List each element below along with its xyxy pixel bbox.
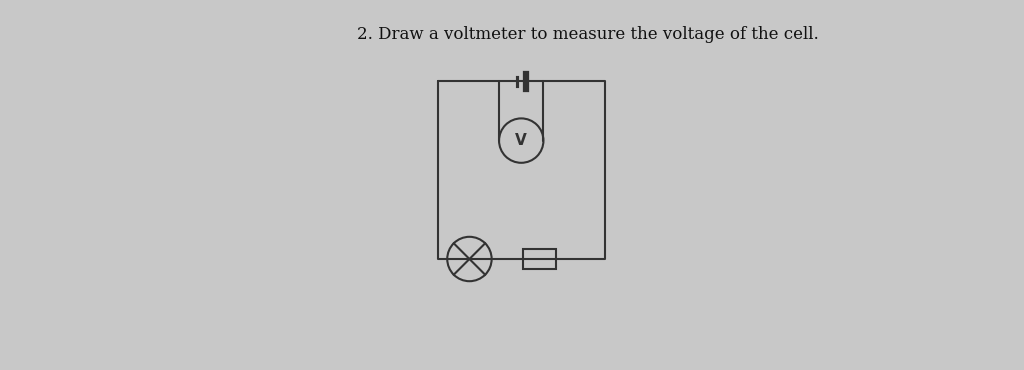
Text: V: V	[515, 133, 527, 148]
Text: 2. Draw a voltmeter to measure the voltage of the cell.: 2. Draw a voltmeter to measure the volta…	[356, 26, 818, 43]
Bar	[523, 249, 556, 269]
